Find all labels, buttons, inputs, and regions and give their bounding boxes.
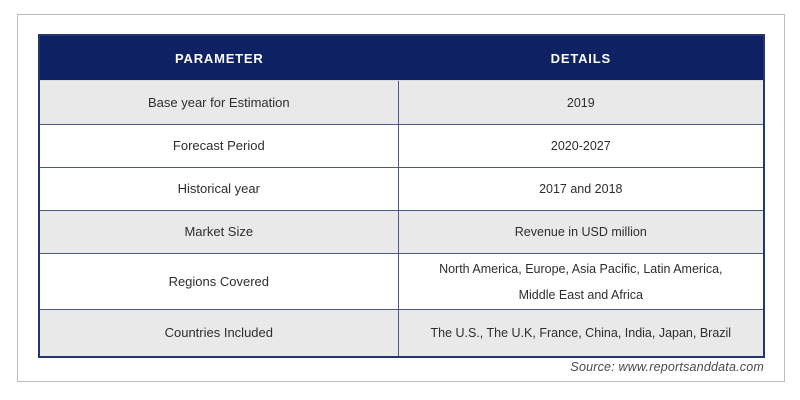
parameter-cell: Regions Covered: [40, 254, 399, 309]
table-row: Historical year 2017 and 2018: [40, 167, 763, 210]
details-cell: 2019: [566, 95, 595, 110]
table-row: Base year for Estimation 2019: [40, 80, 763, 124]
table-row: Regions Covered North America, Europe, A…: [40, 253, 763, 309]
column-header-parameter: PARAMETER: [175, 50, 264, 66]
source-attribution: Source: www.reportsanddata.com: [570, 360, 764, 374]
parameter-cell: Base year for Estimation: [40, 81, 399, 124]
table-row: Market Size Revenue in USD million: [40, 210, 763, 253]
details-cell: 2017 and 2018: [539, 182, 623, 196]
column-header-details: DETAILS: [550, 50, 611, 66]
details-cell: 2020-2027: [550, 139, 611, 153]
details-cell: Revenue in USD million: [514, 225, 647, 239]
parameter-cell: Countries Included: [40, 310, 399, 356]
report-scope-panel: PARAMETER DETAILS Base year for Estimati…: [17, 14, 785, 382]
parameter-cell: Market Size: [40, 211, 399, 253]
table-row: Forecast Period 2020-2027: [40, 124, 763, 167]
details-cell: The U.S., The U.K, France, China, India,…: [430, 326, 732, 340]
parameter-cell: Forecast Period: [40, 125, 399, 167]
table-body: Base year for Estimation 2019 Forecast P…: [40, 80, 763, 356]
table-header-row: PARAMETER DETAILS: [40, 36, 763, 80]
table-row: Countries Included The U.S., The U.K, Fr…: [40, 309, 763, 356]
report-scope-table: PARAMETER DETAILS Base year for Estimati…: [38, 34, 765, 358]
details-cell: North America, Europe, Asia Pacific, Lat…: [439, 261, 723, 302]
parameter-cell: Historical year: [40, 168, 399, 210]
